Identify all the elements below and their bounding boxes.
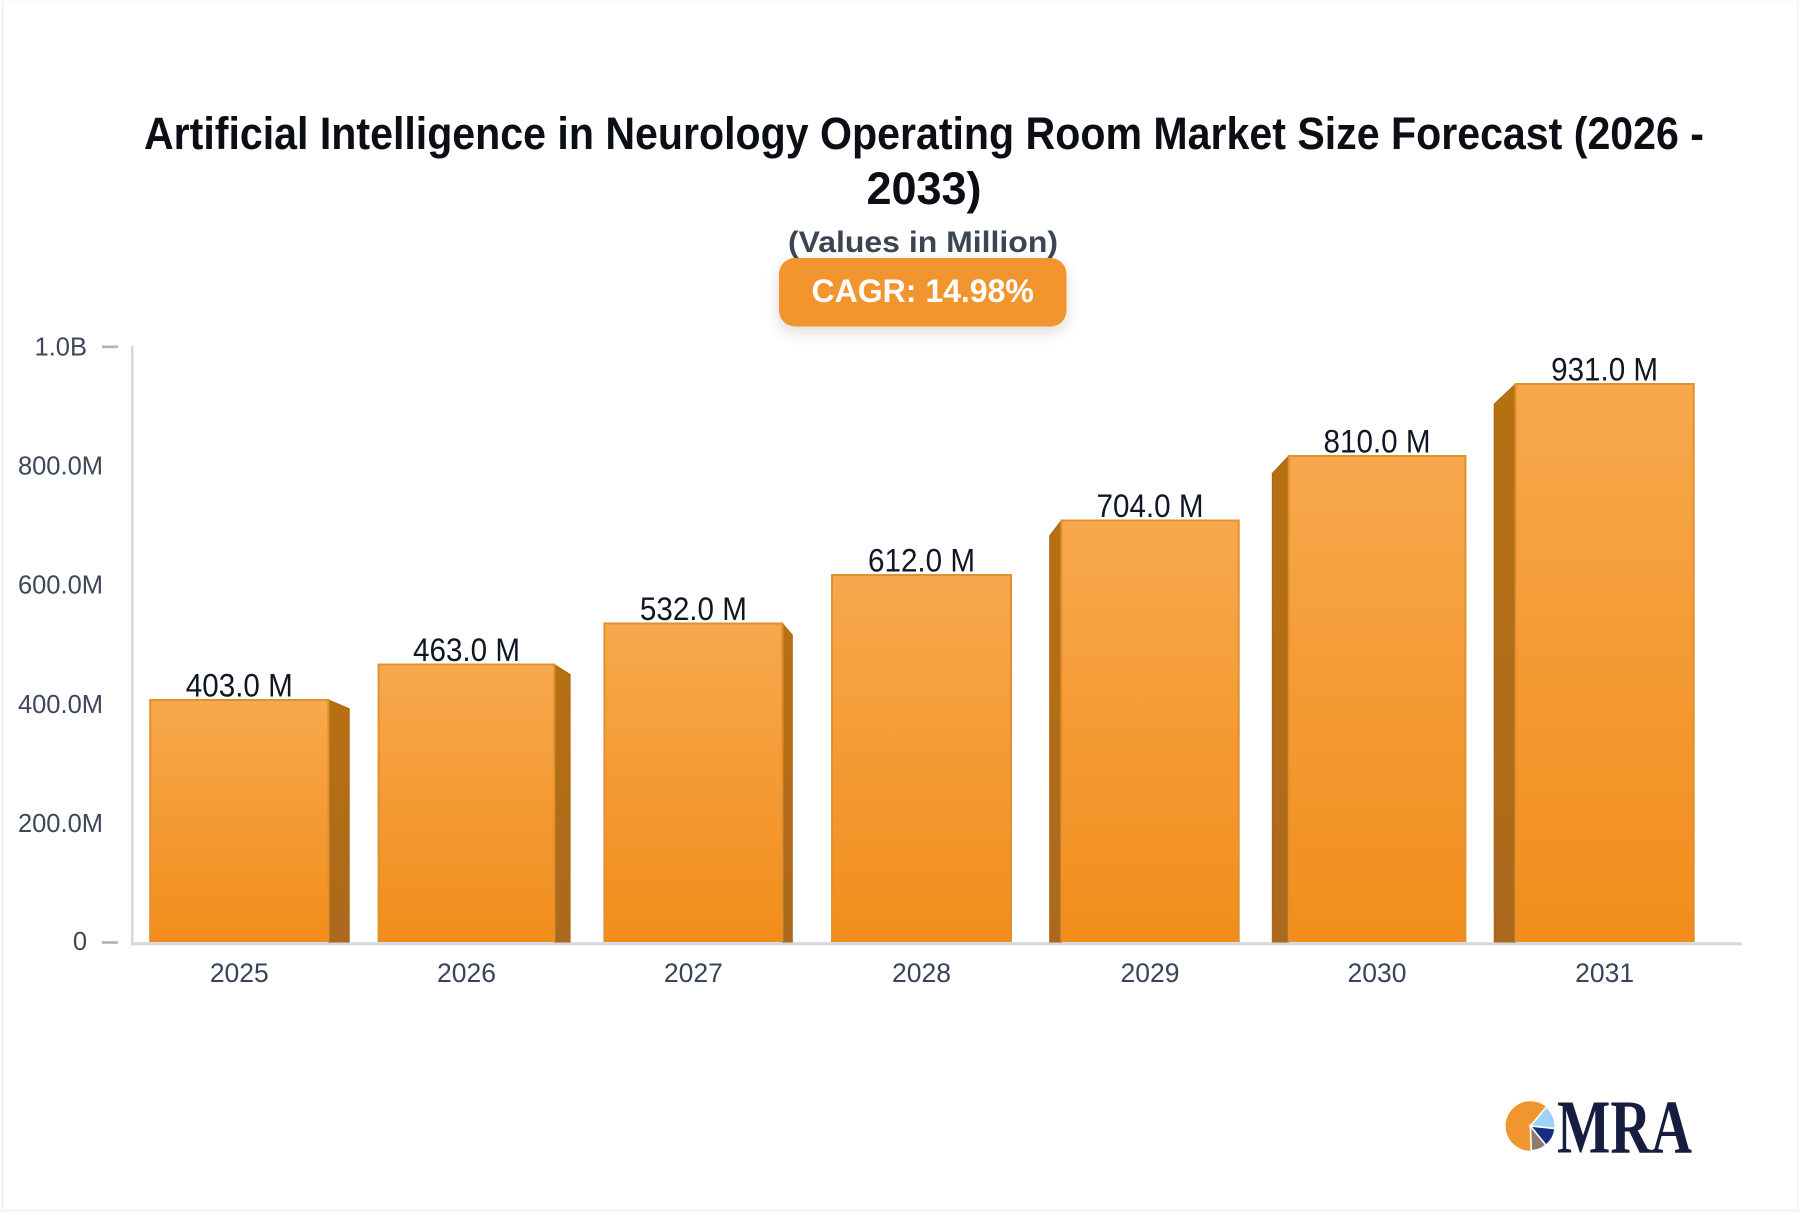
svg-text:612.0 M: 612.0 M [868,543,975,579]
svg-text:Artificial Intelligence in Neu: Artificial Intelligence in Neurology Ope… [144,108,1704,159]
svg-text:2028: 2028 [892,958,951,988]
svg-text:200.0M: 200.0M [18,810,103,838]
svg-text:CAGR: 14.98%: CAGR: 14.98% [812,273,1034,309]
svg-text:532.0 M: 532.0 M [640,591,747,627]
svg-text:2029: 2029 [1121,958,1180,988]
svg-text:MRA: MRA [1557,1085,1692,1169]
svg-text:2030: 2030 [1348,958,1407,988]
svg-text:800.0M: 800.0M [18,453,103,481]
svg-text:400.0M: 400.0M [18,691,103,719]
svg-text:2025: 2025 [210,958,269,988]
svg-text:704.0 M: 704.0 M [1097,488,1204,524]
svg-text:2033): 2033) [866,163,981,214]
svg-text:2027: 2027 [664,958,723,988]
svg-text:931.0 M: 931.0 M [1551,352,1658,388]
svg-text:(Values in Million): (Values in Million) [788,226,1058,259]
svg-text:463.0 M: 463.0 M [413,632,520,668]
svg-text:0: 0 [73,928,87,956]
svg-text:1.0B: 1.0B [35,333,87,361]
svg-text:403.0 M: 403.0 M [186,668,293,704]
svg-text:2026: 2026 [437,958,496,988]
svg-text:600.0M: 600.0M [18,572,103,600]
svg-text:810.0 M: 810.0 M [1324,424,1431,460]
svg-text:2031: 2031 [1575,958,1634,988]
